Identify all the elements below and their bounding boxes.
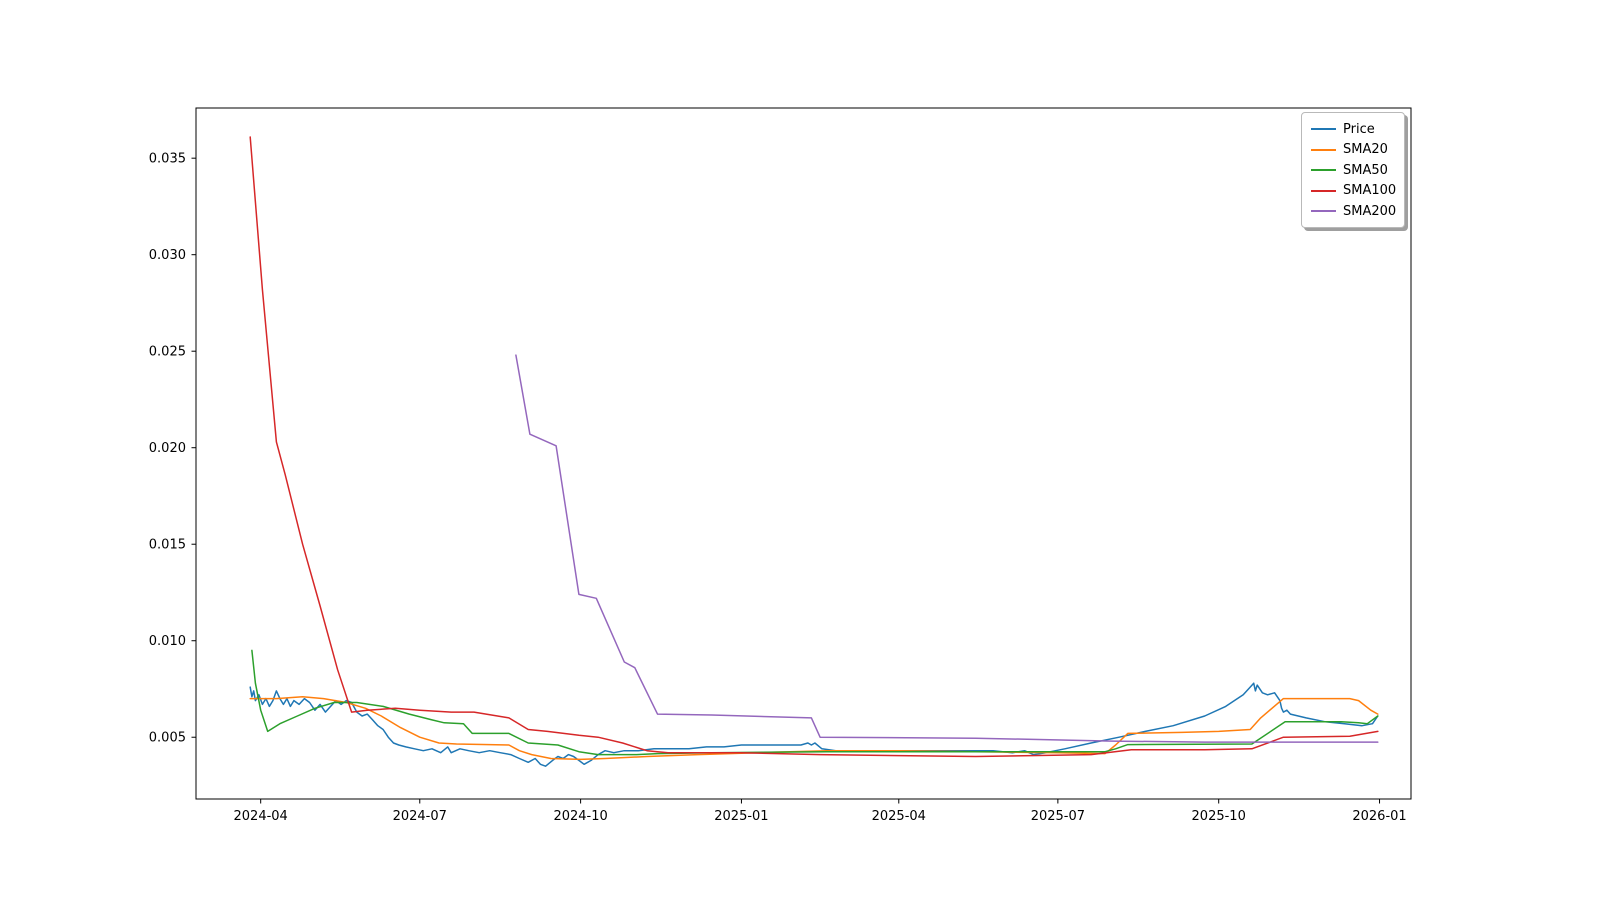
y-tick-label: 0.035 <box>149 152 186 167</box>
legend-line-price <box>1311 128 1336 131</box>
series-line-sma100 <box>249 136 1379 758</box>
legend-label-sma200: SMA200 <box>1343 203 1397 219</box>
legend-label-sma100: SMA100 <box>1343 183 1397 199</box>
legend-item-sma100: SMA100 <box>1311 181 1397 202</box>
x-tick-label: 2024-07 <box>393 809 447 824</box>
legend: Price SMA20 SMA50 SMA100 SMA200 <box>1301 112 1405 228</box>
y-tick-label: 0.030 <box>149 248 186 263</box>
y-tick-label: 0.025 <box>149 345 186 360</box>
legend-label-sma50: SMA50 <box>1343 162 1388 178</box>
legend-item-price: Price <box>1311 119 1395 140</box>
x-tick-label: 2024-10 <box>553 809 607 824</box>
series-line-sma20 <box>249 695 1379 761</box>
y-tick-label: 0.015 <box>149 538 186 553</box>
x-tick-label: 2025-04 <box>872 809 926 824</box>
series-line-sma50 <box>251 649 1379 756</box>
legend-label-sma20: SMA20 <box>1343 142 1388 158</box>
legend-item-sma200: SMA200 <box>1311 201 1397 222</box>
y-tick-label: 0.005 <box>149 731 186 746</box>
legend-line-sma20 <box>1311 148 1336 151</box>
x-tick-label: 2025-07 <box>1031 809 1085 824</box>
series-line-sma200 <box>515 354 1379 743</box>
legend-line-sma200 <box>1311 210 1336 213</box>
x-tick-label: 2024-04 <box>234 809 288 824</box>
legend-line-sma100 <box>1311 189 1336 192</box>
plot-border <box>195 107 1412 800</box>
x-tick-label: 2026-01 <box>1352 809 1406 824</box>
legend-item-sma20: SMA20 <box>1311 140 1395 161</box>
legend-line-sma50 <box>1311 169 1336 172</box>
x-tick-label: 2025-01 <box>714 809 768 824</box>
y-tick-label: 0.020 <box>149 441 186 456</box>
legend-item-sma50: SMA50 <box>1311 160 1395 181</box>
legend-label-price: Price <box>1343 121 1375 137</box>
y-tick-label: 0.010 <box>149 634 186 649</box>
x-tick-label: 2025-10 <box>1192 809 1246 824</box>
